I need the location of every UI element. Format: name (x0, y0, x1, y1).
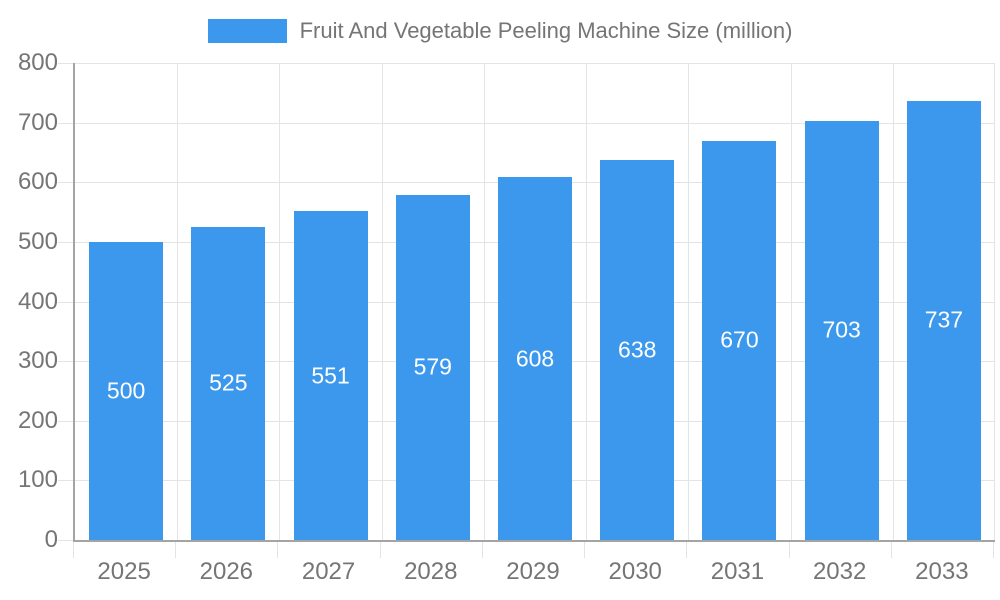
bar-2025[interactable]: 500 (89, 241, 164, 540)
y-tick-mark (58, 420, 73, 422)
x-tick-mark (686, 542, 688, 558)
legend-swatch-icon (207, 19, 287, 43)
x-tick-label: 2025 (97, 558, 151, 585)
bar-2033[interactable]: 737 (906, 100, 981, 540)
y-tick-mark (58, 241, 73, 243)
y-tick-label: 400 (17, 287, 58, 315)
bar-value-label: 500 (106, 377, 146, 404)
bar-value-label: 525 (209, 369, 248, 396)
x-tick-mark (788, 542, 790, 558)
x-tick-mark (890, 542, 892, 558)
bar-value-label: 608 (515, 345, 555, 372)
y-tick-mark (58, 480, 73, 482)
x-gridline (790, 63, 792, 540)
x-tick-label: 2033 (915, 558, 969, 585)
chart-legend[interactable]: Fruit And Vegetable Peeling Machine Size… (0, 18, 1000, 44)
y-tick-label: 700 (17, 108, 58, 136)
x-gridline (994, 63, 995, 540)
x-tick-label: 2031 (710, 558, 765, 585)
x-gridline (177, 63, 179, 540)
x-tick-label: 2027 (301, 558, 356, 585)
y-tick-label: 600 (17, 168, 58, 196)
bar-value-label: 670 (720, 326, 759, 353)
y-gridline (75, 122, 995, 124)
y-tick-label: 100 (17, 466, 58, 494)
bar-2032[interactable]: 703 (804, 120, 879, 540)
x-gridline (279, 63, 281, 540)
x-tick-mark (481, 542, 483, 558)
y-tick-mark (58, 361, 73, 363)
y-tick-mark (58, 63, 73, 64)
x-tick-label: 2032 (812, 558, 867, 585)
x-tick-label: 2030 (608, 558, 662, 585)
x-tick-mark (277, 542, 279, 558)
x-tick-mark (379, 542, 381, 558)
y-tick-mark (58, 182, 73, 184)
bar-value-label: 579 (413, 353, 452, 380)
x-gridline (892, 63, 894, 540)
y-tick-mark (58, 122, 73, 124)
bar-value-label: 703 (822, 316, 861, 343)
y-tick-label: 0 (44, 526, 58, 553)
bar-value-label: 638 (618, 336, 657, 363)
bar-value-label: 737 (924, 306, 964, 333)
bar-2031[interactable]: 670 (702, 140, 777, 540)
bar-2029[interactable]: 608 (498, 177, 572, 540)
x-gridline (483, 63, 485, 540)
y-gridline (75, 63, 995, 64)
y-tick-label: 200 (17, 406, 58, 434)
bar-2030[interactable]: 638 (600, 159, 675, 540)
x-tick-mark (175, 542, 177, 558)
bar-2028[interactable]: 579 (395, 194, 470, 540)
y-tick-label: 500 (17, 227, 58, 255)
y-tick-label: 300 (17, 347, 58, 375)
y-tick-label: 800 (17, 49, 58, 76)
bar-2026[interactable]: 525 (191, 226, 266, 540)
x-tick-label: 2029 (506, 558, 560, 585)
y-tick-mark (58, 301, 73, 303)
x-gridline (381, 63, 383, 540)
y-tick-mark (58, 540, 73, 541)
plot-area: 500 525 551 579 608 638 670 703 737 (73, 63, 995, 542)
x-gridline (688, 63, 690, 540)
x-tick-mark (993, 542, 994, 558)
bar-2027[interactable]: 551 (293, 211, 368, 540)
x-tick-label: 2028 (404, 558, 458, 585)
x-tick-label: 2026 (199, 558, 254, 585)
bar-value-label: 551 (311, 362, 350, 389)
x-tick-mark (584, 542, 586, 558)
x-gridline (586, 63, 588, 540)
chart-title: Fruit And Vegetable Peeling Machine Size… (299, 18, 793, 43)
x-tick-mark (73, 542, 74, 558)
